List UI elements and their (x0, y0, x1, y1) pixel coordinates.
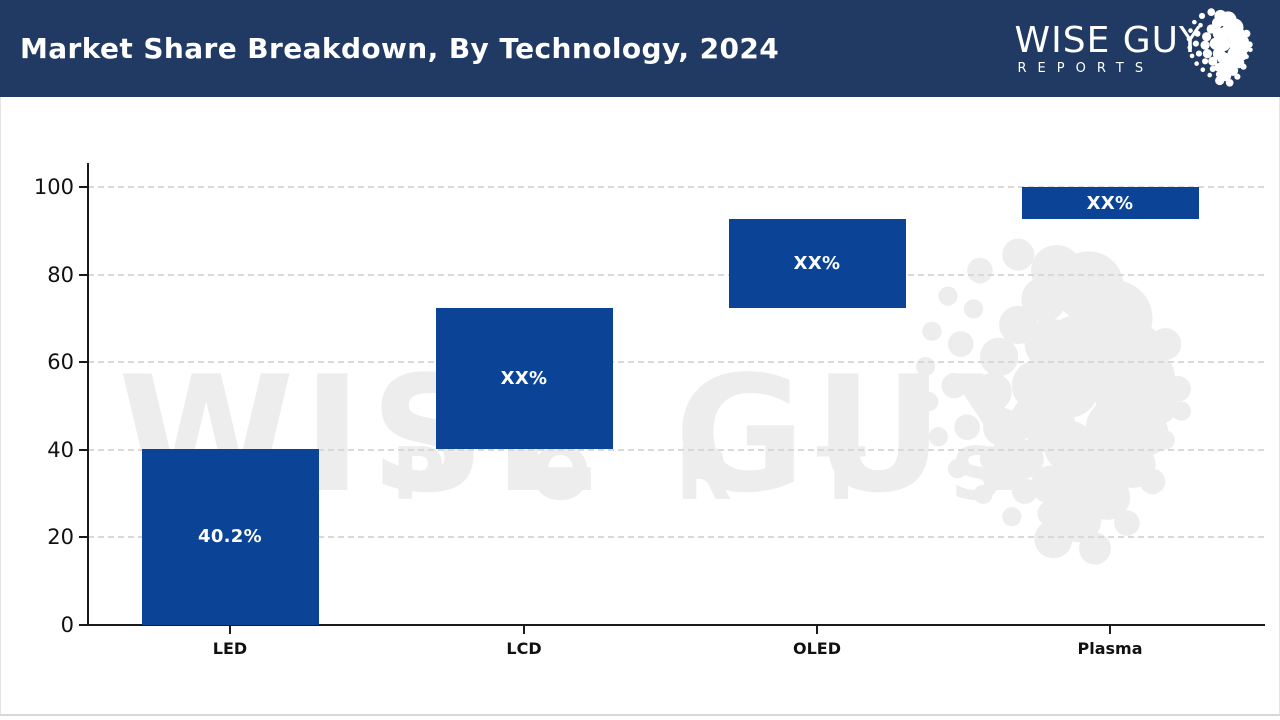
bar-plasma: XX% (1021, 187, 1199, 220)
bar-oled: XX% (728, 219, 906, 309)
y-axis-tick (79, 536, 87, 539)
y-axis-tick-label: 80 (47, 262, 74, 287)
bar-value-label-led: 40.2% (198, 526, 262, 548)
x-axis-tick (229, 626, 231, 634)
y-axis-tick (79, 448, 87, 451)
y-axis-tick-label: 20 (47, 525, 74, 550)
x-axis-label-plasma: Plasma (1077, 639, 1143, 658)
x-axis-label-oled: OLED (792, 639, 841, 658)
dotted-head-profile-icon (1186, 8, 1253, 87)
y-axis-tick (79, 624, 87, 626)
logo-text: WISE GUY REPORTS (1014, 20, 1203, 77)
y-axis-line (87, 163, 89, 626)
bar-value-label-plasma: XX% (1086, 192, 1134, 214)
x-axis-tick (816, 626, 818, 634)
y-axis-tick (79, 186, 87, 188)
bar-value-label-lcd: XX% (500, 368, 548, 390)
bar-lcd: XX% (435, 308, 613, 449)
gridline-60 (88, 361, 1265, 364)
header-bar: Market Share Breakdown, By Technology, 2… (0, 0, 1280, 97)
x-axis-tick (1109, 626, 1111, 634)
y-axis-tick (79, 273, 87, 276)
gridline-100 (88, 186, 1265, 188)
logo-wise-guy-text: WISE GUY (1014, 20, 1202, 61)
y-axis-tick-label: 60 (47, 350, 74, 375)
bar-led: 40.2% (141, 448, 319, 625)
y-axis-tick-label: 0 (60, 613, 74, 637)
x-axis-line (86, 624, 1265, 626)
wise-guy-logo: WISE GUY REPORTS (1014, 0, 1274, 97)
x-axis-label-lcd: LCD (506, 639, 542, 658)
logo-reports-text: REPORTS (1017, 61, 1155, 76)
page-border-bottom (0, 714, 1280, 716)
gridline-20 (88, 536, 1265, 539)
gridline-40 (88, 448, 1265, 451)
page-title: Market Share Breakdown, By Technology, 2… (20, 32, 780, 65)
y-axis-tick-label: 100 (33, 175, 74, 199)
x-axis-label-led: LED (212, 639, 248, 658)
y-axis-tick (79, 361, 87, 364)
dotted-head-profile-icon (915, 238, 1191, 565)
page-border-left (0, 97, 1, 715)
x-axis-tick (523, 626, 525, 634)
bar-value-label-oled: XX% (793, 253, 841, 275)
y-axis-tick-label: 40 (47, 437, 74, 462)
gridline-80 (88, 273, 1265, 276)
